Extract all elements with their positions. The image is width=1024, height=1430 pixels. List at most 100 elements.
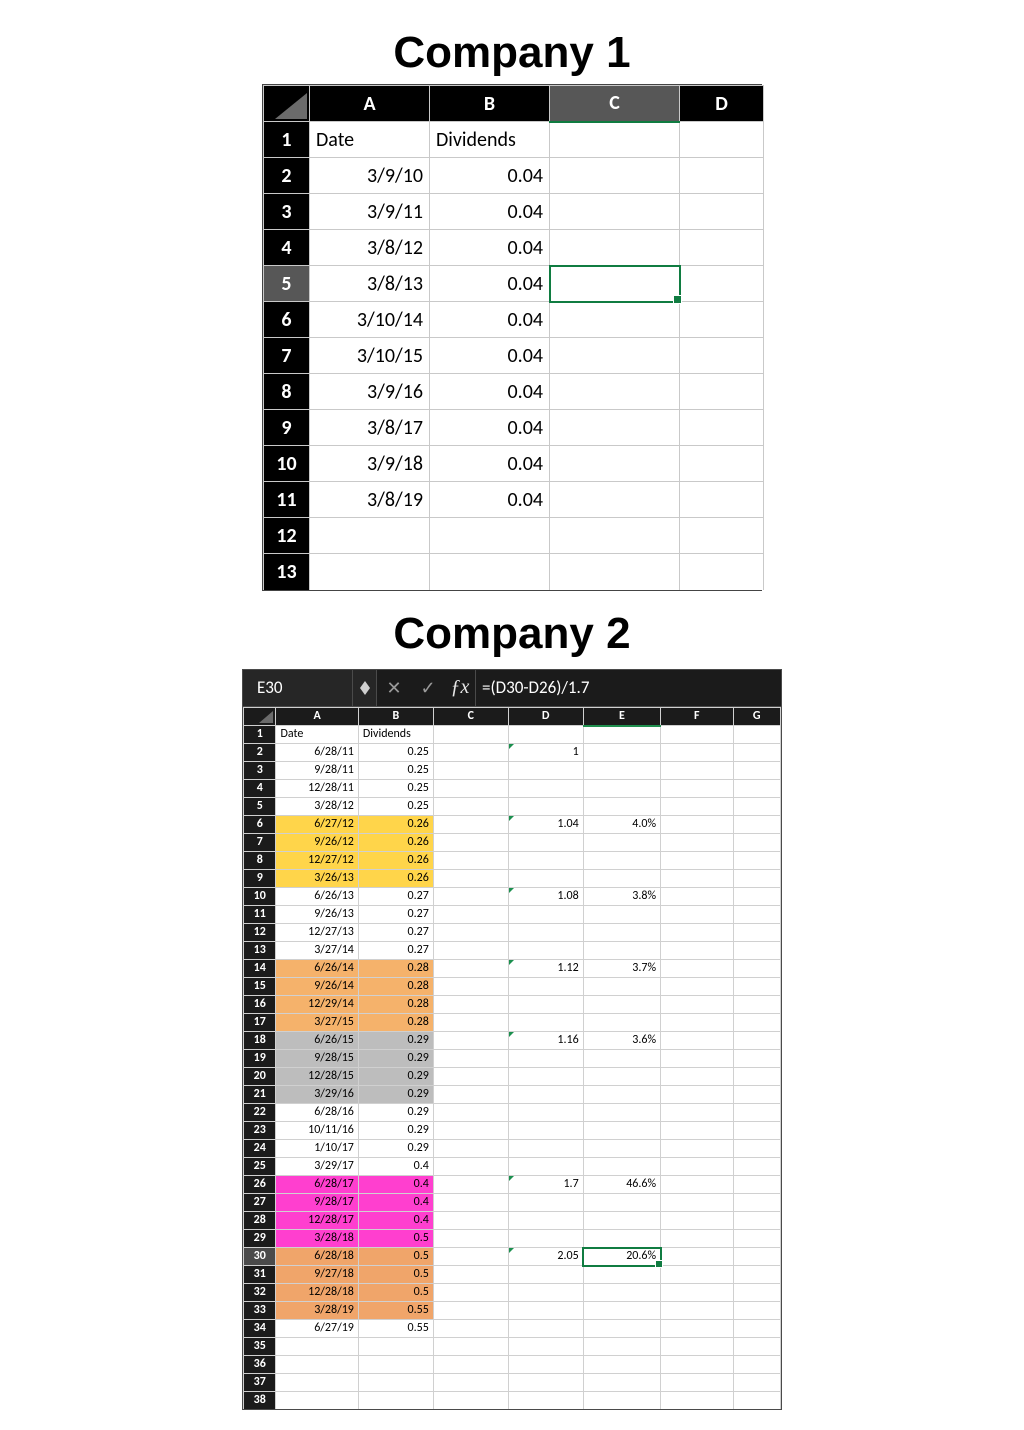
cell[interactable] [433,1320,508,1338]
cell[interactable] [508,1194,583,1212]
select-all-corner[interactable] [244,707,276,726]
cell[interactable] [508,942,583,960]
cell[interactable] [550,230,680,266]
cell[interactable] [550,266,680,302]
cell[interactable] [433,852,508,870]
cell[interactable] [508,1086,583,1104]
cell[interactable] [733,1248,781,1266]
cell[interactable]: 3/8/12 [310,230,430,266]
cell[interactable]: Date [310,122,430,158]
cell[interactable] [661,1032,733,1050]
formula-input[interactable]: =(D30-D26)/1.7 [475,670,781,706]
cell[interactable] [508,780,583,798]
cell[interactable]: 3/28/18 [276,1230,358,1248]
row-header[interactable]: 6 [264,302,310,338]
cell[interactable] [583,1392,660,1410]
name-box[interactable]: E30 [243,670,353,706]
cell[interactable] [661,978,733,996]
cell[interactable] [433,1194,508,1212]
cell[interactable] [583,1014,660,1032]
cell[interactable] [680,338,764,374]
cell[interactable]: 0.29 [358,1032,433,1050]
cell[interactable] [733,996,781,1014]
cell[interactable]: 3/8/13 [310,266,430,302]
cell[interactable] [508,726,583,744]
cell[interactable] [733,1338,781,1356]
cell[interactable] [508,1302,583,1320]
cell[interactable]: 3/9/18 [310,446,430,482]
cell[interactable] [310,554,430,590]
name-box-nav[interactable] [353,670,377,706]
row-header[interactable]: 9 [244,870,276,888]
row-header[interactable]: 31 [244,1266,276,1284]
cell[interactable] [661,996,733,1014]
cell[interactable]: 0.28 [358,996,433,1014]
cell[interactable]: 3/8/19 [310,482,430,518]
row-header[interactable]: 25 [244,1158,276,1176]
cell[interactable]: 3/29/17 [276,1158,358,1176]
cell[interactable] [550,518,680,554]
cell[interactable] [276,1392,358,1410]
cell[interactable] [661,726,733,744]
cell[interactable] [661,1086,733,1104]
cell[interactable] [433,1248,508,1266]
cell[interactable] [661,1320,733,1338]
cell[interactable] [661,960,733,978]
cell[interactable] [433,762,508,780]
cell[interactable]: 6/28/17 [276,1176,358,1194]
cell[interactable] [583,906,660,924]
cell[interactable] [433,798,508,816]
cell[interactable] [433,978,508,996]
cell[interactable]: 0.5 [358,1266,433,1284]
cell[interactable] [358,1374,433,1392]
cell[interactable] [433,1374,508,1392]
cell[interactable] [661,1392,733,1410]
cell[interactable] [733,906,781,924]
cell[interactable] [583,996,660,1014]
cell[interactable] [550,374,680,410]
cell[interactable]: 6/28/18 [276,1248,358,1266]
cell[interactable] [661,852,733,870]
cell[interactable] [733,744,781,762]
cell[interactable] [583,1104,660,1122]
cell[interactable] [508,1122,583,1140]
row-header[interactable]: 11 [264,482,310,518]
cell[interactable]: 6/26/15 [276,1032,358,1050]
cell[interactable] [661,1266,733,1284]
cell[interactable] [433,960,508,978]
cell[interactable]: 3.7% [583,960,660,978]
cell[interactable] [583,780,660,798]
col-header-d[interactable]: D [508,707,583,726]
row-header[interactable]: 24 [244,1140,276,1158]
cell[interactable] [583,1212,660,1230]
col-header-e[interactable]: E [583,707,660,726]
cell[interactable]: 0.04 [430,158,550,194]
row-header[interactable]: 14 [244,960,276,978]
cell[interactable]: 46.6% [583,1176,660,1194]
cell[interactable] [733,1230,781,1248]
cell[interactable] [433,1050,508,1068]
cell[interactable] [661,888,733,906]
cell[interactable] [433,942,508,960]
cell[interactable]: 0.28 [358,1014,433,1032]
cell[interactable] [733,1032,781,1050]
cell[interactable]: 6/28/16 [276,1104,358,1122]
cell[interactable]: 0.4 [358,1194,433,1212]
cell[interactable]: 0.29 [358,1068,433,1086]
cell[interactable]: 0.04 [430,266,550,302]
row-header[interactable]: 1 [244,726,276,744]
row-header[interactable]: 10 [244,888,276,906]
cell[interactable]: 0.04 [430,230,550,266]
col-header-f[interactable]: F [661,707,733,726]
cell[interactable] [508,1338,583,1356]
cell[interactable] [508,1374,583,1392]
cell[interactable] [433,870,508,888]
cell[interactable]: 1/10/17 [276,1140,358,1158]
row-header[interactable]: 10 [264,446,310,482]
cell[interactable] [508,906,583,924]
cell[interactable] [433,1032,508,1050]
cell[interactable]: 0.25 [358,780,433,798]
cell[interactable]: 0.27 [358,888,433,906]
cell[interactable] [733,942,781,960]
cell[interactable] [733,762,781,780]
